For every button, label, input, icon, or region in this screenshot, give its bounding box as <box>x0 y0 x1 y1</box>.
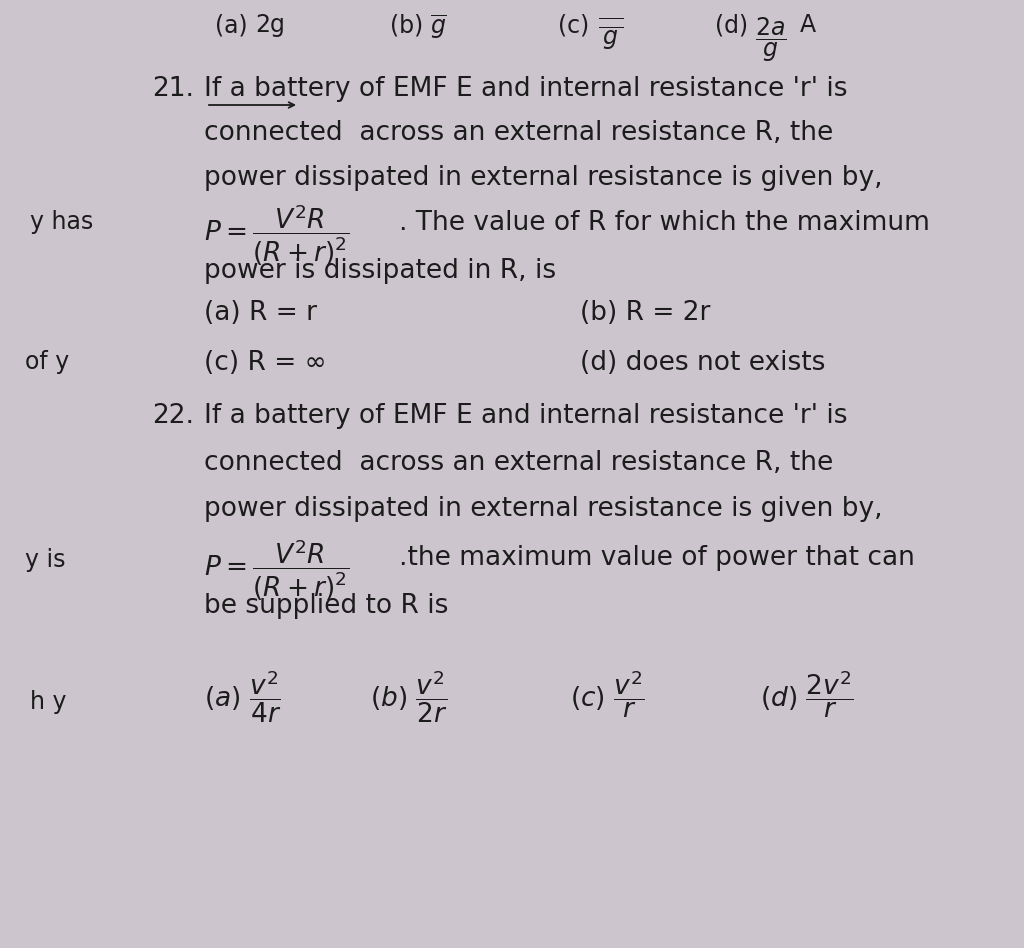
Text: be supplied to R is: be supplied to R is <box>204 593 449 619</box>
Text: If a battery of EMF E and internal resistance 'r' is: If a battery of EMF E and internal resis… <box>204 76 848 102</box>
Text: (c): (c) <box>558 13 589 37</box>
Text: h y: h y <box>30 690 67 714</box>
Text: connected  across an external resistance R, the: connected across an external resistance … <box>204 450 834 476</box>
Text: $(b)\ \dfrac{v^2}{2r}$: $(b)\ \dfrac{v^2}{2r}$ <box>370 668 447 725</box>
Text: connected  across an external resistance R, the: connected across an external resistance … <box>204 120 834 146</box>
Text: . The value of R for which the maximum: . The value of R for which the maximum <box>399 210 930 236</box>
Text: $\dfrac{2a}{g}$: $\dfrac{2a}{g}$ <box>755 16 786 64</box>
Text: power dissipated in external resistance is given by,: power dissipated in external resistance … <box>204 496 883 522</box>
Text: (d): (d) <box>715 13 749 37</box>
Text: $P=\dfrac{V^2R}{(R+r)^2}$: $P=\dfrac{V^2R}{(R+r)^2}$ <box>204 538 349 603</box>
Text: 21.: 21. <box>152 76 194 102</box>
Text: $(d)\ \dfrac{2v^2}{r}$: $(d)\ \dfrac{2v^2}{r}$ <box>760 668 854 720</box>
Text: $(c)\ \dfrac{v^2}{r}$: $(c)\ \dfrac{v^2}{r}$ <box>570 668 645 720</box>
Text: power is dissipated in R, is: power is dissipated in R, is <box>204 258 556 284</box>
Text: (b) R = 2r: (b) R = 2r <box>580 300 711 326</box>
Text: (c) R = ∞: (c) R = ∞ <box>204 350 327 376</box>
Text: .the maximum value of power that can: .the maximum value of power that can <box>399 545 914 571</box>
Text: power dissipated in external resistance is given by,: power dissipated in external resistance … <box>204 165 883 191</box>
Text: $(a)\ \dfrac{v^2}{4r}$: $(a)\ \dfrac{v^2}{4r}$ <box>204 668 282 725</box>
Text: A: A <box>800 13 816 37</box>
Text: $P=\dfrac{V^2R}{(R+r)^2}$: $P=\dfrac{V^2R}{(R+r)^2}$ <box>204 203 349 268</box>
Text: of y: of y <box>25 350 70 374</box>
Text: $\dfrac{\overline{\ \ \ }}{g}$: $\dfrac{\overline{\ \ \ }}{g}$ <box>598 16 623 52</box>
Text: $\overline{g}$: $\overline{g}$ <box>430 13 447 41</box>
Text: (b): (b) <box>390 13 423 37</box>
Text: y is: y is <box>25 548 66 572</box>
Text: 22.: 22. <box>152 403 194 429</box>
Text: (a): (a) <box>215 13 248 37</box>
Text: (d) does not exists: (d) does not exists <box>580 350 825 376</box>
Text: If a battery of EMF E and internal resistance 'r' is: If a battery of EMF E and internal resis… <box>204 403 848 429</box>
Text: 2g: 2g <box>255 13 285 37</box>
Text: (a) R = r: (a) R = r <box>204 300 317 326</box>
Text: y has: y has <box>30 210 93 234</box>
